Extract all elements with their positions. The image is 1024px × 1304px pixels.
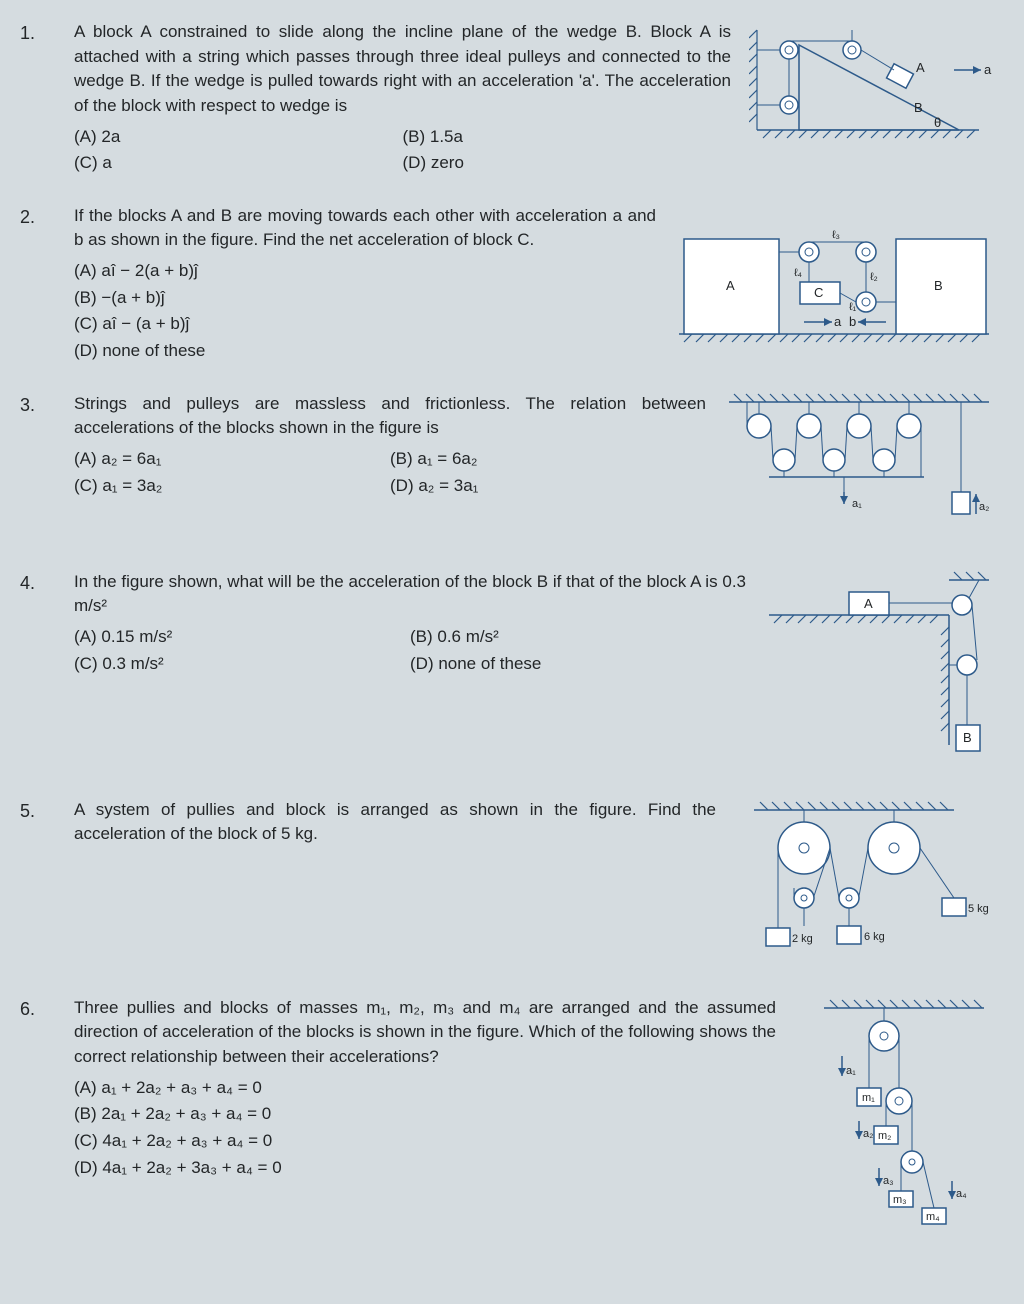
option-d: (D) none of these — [74, 339, 656, 364]
label-B: B — [914, 100, 923, 115]
label-B: B — [963, 730, 972, 745]
question-2: 2. If the blocks A and B are moving towa… — [20, 204, 994, 364]
option-d: (D) a₂ = 3a₁ — [390, 474, 706, 499]
option-b: (B) −(a + b)ĵ — [74, 286, 656, 311]
question-3: 3. Strings and pulleys are massless and … — [20, 392, 994, 542]
options: (A) a₂ = 6a₁ (B) a₁ = 6a₂ (C) a₁ = 3a₂ (… — [74, 447, 706, 498]
option-a: (A) 0.15 m/s² — [74, 625, 410, 650]
question-number: 2. — [20, 204, 60, 364]
label-a4: a₄ — [956, 1188, 967, 1200]
diagram-q6: m₁ a₁ m₂ a₂ — [794, 996, 994, 1236]
label-theta: θ — [934, 115, 941, 130]
label-l3: ℓ₃ — [832, 229, 840, 241]
label-A: A — [726, 278, 735, 293]
option-a: (A) aî − 2(a + b)ĵ — [74, 259, 656, 284]
question-body: Strings and pulleys are massless and fri… — [74, 392, 994, 542]
options: (A) aî − 2(a + b)ĵ (B) −(a + b)ĵ (C) aî … — [74, 259, 656, 364]
diagram-q1: B θ A — [749, 20, 994, 150]
option-c: (C) aî − (a + b)ĵ — [74, 312, 656, 337]
option-c: (C) 4a₁ + 2a₂ + a₃ + a₄ = 0 — [74, 1129, 776, 1154]
question-number: 1. — [20, 20, 60, 176]
option-d: (D) 4a₁ + 2a₂ + 3a₃ + a₄ = 0 — [74, 1156, 776, 1181]
question-number: 3. — [20, 392, 60, 542]
diagram-q4: A B — [764, 570, 994, 770]
question-text: Strings and pulleys are massless and fri… — [74, 392, 706, 441]
label-a3: a₃ — [883, 1175, 894, 1187]
option-b: (B) 1.5a — [403, 125, 732, 150]
label-2kg: 2 kg — [792, 933, 813, 945]
option-a: (A) a₂ = 6a₁ — [74, 447, 390, 472]
option-b: (B) 0.6 m/s² — [410, 625, 746, 650]
question-body: A block A constrained to slide along the… — [74, 20, 994, 176]
question-5: 5. A system of pullies and block is arra… — [20, 798, 994, 968]
label-a2: a₂ — [863, 1128, 873, 1140]
label-a1: a₁ — [846, 1065, 856, 1077]
question-1: 1. A block A constrained to slide along … — [20, 20, 994, 176]
question-body: In the figure shown, what will be the ac… — [74, 570, 994, 770]
label-A: A — [916, 60, 925, 75]
question-4: 4. In the figure shown, what will be the… — [20, 570, 994, 770]
label-b: b — [849, 314, 856, 329]
question-body: A system of pullies and block is arrange… — [74, 798, 994, 968]
question-6: 6. Three pullies and blocks of masses m₁… — [20, 996, 994, 1236]
label-6kg: 6 kg — [864, 931, 885, 943]
option-d: (D) none of these — [410, 652, 746, 677]
option-c: (C) a — [74, 151, 403, 176]
label-a1: a₁ — [852, 498, 862, 510]
label-5kg: 5 kg — [968, 903, 989, 915]
question-text: Three pullies and blocks of masses m₁, m… — [74, 996, 776, 1070]
question-number: 5. — [20, 798, 60, 968]
question-text: In the figure shown, what will be the ac… — [74, 570, 746, 619]
label-m1: m₁ — [862, 1092, 875, 1104]
question-body: Three pullies and blocks of masses m₁, m… — [74, 996, 994, 1236]
label-m4: m₄ — [926, 1211, 940, 1223]
question-text: If the blocks A and B are moving towards… — [74, 204, 656, 253]
diagram-q3: a₁ a₂ — [724, 392, 994, 542]
label-B: B — [934, 278, 943, 293]
label-l1: ℓ₁ — [849, 301, 857, 313]
option-a: (A) a₁ + 2a₂ + a₃ + a₄ = 0 — [74, 1076, 776, 1101]
label-a: a — [834, 314, 842, 329]
label-a2: a₂ — [979, 501, 989, 513]
options: (A) 2a (B) 1.5a (C) a (D) zero — [74, 125, 731, 176]
label-A: A — [864, 596, 873, 611]
question-body: If the blocks A and B are moving towards… — [74, 204, 994, 364]
option-c: (C) 0.3 m/s² — [74, 652, 410, 677]
option-b: (B) a₁ = 6a₂ — [390, 447, 706, 472]
options: (A) 0.15 m/s² (B) 0.6 m/s² (C) 0.3 m/s² … — [74, 625, 746, 676]
diagram-q2: A B ℓ₃ ℓ₄ ℓ₂ ℓ₁ — [674, 204, 994, 354]
question-text: A block A constrained to slide along the… — [74, 20, 731, 119]
option-d: (D) zero — [403, 151, 732, 176]
question-number: 6. — [20, 996, 60, 1236]
options: (A) a₁ + 2a₂ + a₃ + a₄ = 0 (B) 2a₁ + 2a₂… — [74, 1076, 776, 1181]
option-b: (B) 2a₁ + 2a₂ + a₃ + a₄ = 0 — [74, 1102, 776, 1127]
label-C: C — [814, 285, 823, 300]
label-l4: ℓ₄ — [794, 267, 803, 279]
label-m3: m₃ — [893, 1194, 907, 1206]
label-a: a — [984, 62, 992, 77]
diagram-q5: 2 kg 6 kg 5 kg — [734, 798, 994, 968]
label-l2: ℓ₂ — [870, 271, 878, 283]
question-text: A system of pullies and block is arrange… — [74, 798, 716, 847]
option-c: (C) a₁ = 3a₂ — [74, 474, 390, 499]
label-m2: m₂ — [878, 1130, 891, 1142]
question-number: 4. — [20, 570, 60, 770]
option-a: (A) 2a — [74, 125, 403, 150]
